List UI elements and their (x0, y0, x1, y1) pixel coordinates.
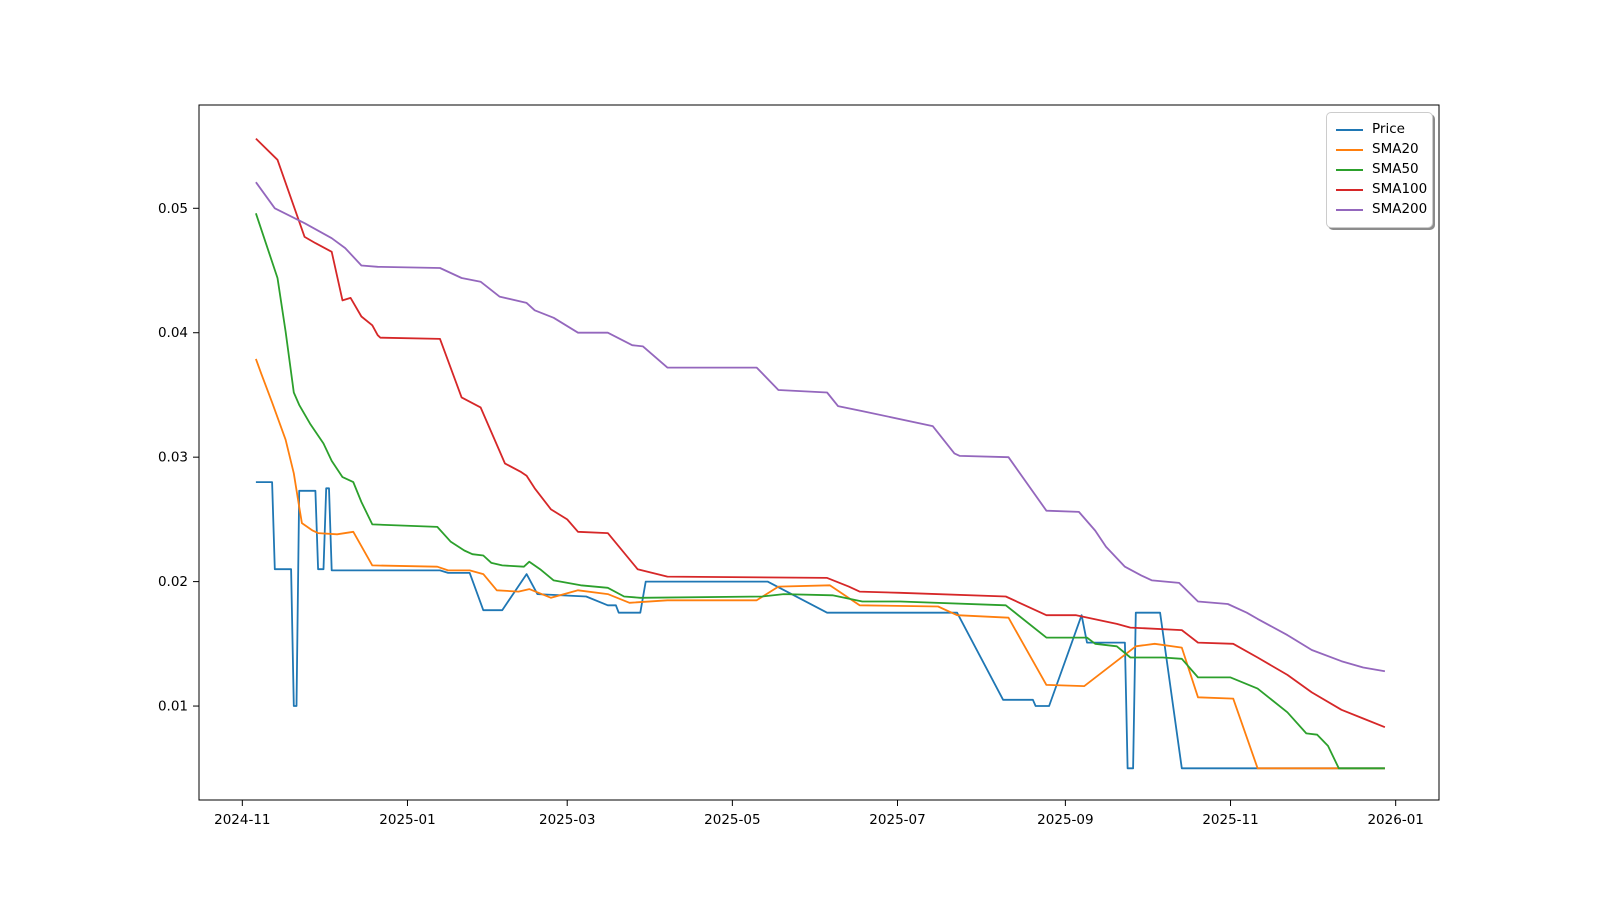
legend-line-sample-sma200 (1336, 209, 1363, 211)
series-line-price (255, 481, 1385, 770)
legend-label-sma50: SMA50 (1372, 161, 1419, 178)
y-tick-label: 0.04 (158, 325, 188, 341)
x-tick-label: 2026-01 (1367, 812, 1423, 828)
legend-line-sample-price (1336, 129, 1363, 131)
x-tick-label: 2025-05 (704, 812, 760, 828)
legend-line-sample-sma50 (1336, 169, 1363, 171)
x-tick-label: 2025-07 (869, 812, 925, 828)
x-tick-label: 2025-03 (539, 812, 595, 828)
y-tick-label: 0.01 (158, 699, 188, 715)
legend: Price SMA20 SMA50 SMA100 SMA200 (1326, 112, 1433, 228)
x-tick-label: 2025-09 (1037, 812, 1093, 828)
y-tick-label: 0.05 (158, 201, 188, 217)
y-tick-label: 0.02 (158, 574, 188, 590)
legend-line-sample-sma20 (1336, 149, 1363, 151)
x-tick-label: 2025-11 (1202, 812, 1258, 828)
legend-item-sma100: SMA100 (1336, 180, 1427, 200)
legend-label-sma200: SMA200 (1372, 201, 1428, 218)
legend-item-sma200: SMA200 (1336, 200, 1427, 220)
series-line-sma20 (255, 358, 1385, 770)
series-line-sma200 (255, 181, 1386, 673)
legend-line-sample-sma100 (1336, 189, 1363, 191)
y-tick-label: 0.03 (158, 450, 188, 466)
legend-item-price: Price (1336, 120, 1422, 140)
legend-label-price: Price (1372, 121, 1405, 138)
series-line-sma100 (255, 137, 1386, 729)
legend-item-sma20: SMA20 (1336, 140, 1422, 160)
series-line-sma50 (255, 213, 1385, 770)
axes-spines (198, 104, 1440, 801)
legend-item-sma50: SMA50 (1336, 160, 1422, 180)
legend-label-sma20: SMA20 (1372, 141, 1419, 158)
x-tick-label: 2025-01 (379, 812, 435, 828)
legend-label-sma100: SMA100 (1372, 181, 1428, 198)
x-tick-label: 2024-11 (214, 812, 270, 828)
